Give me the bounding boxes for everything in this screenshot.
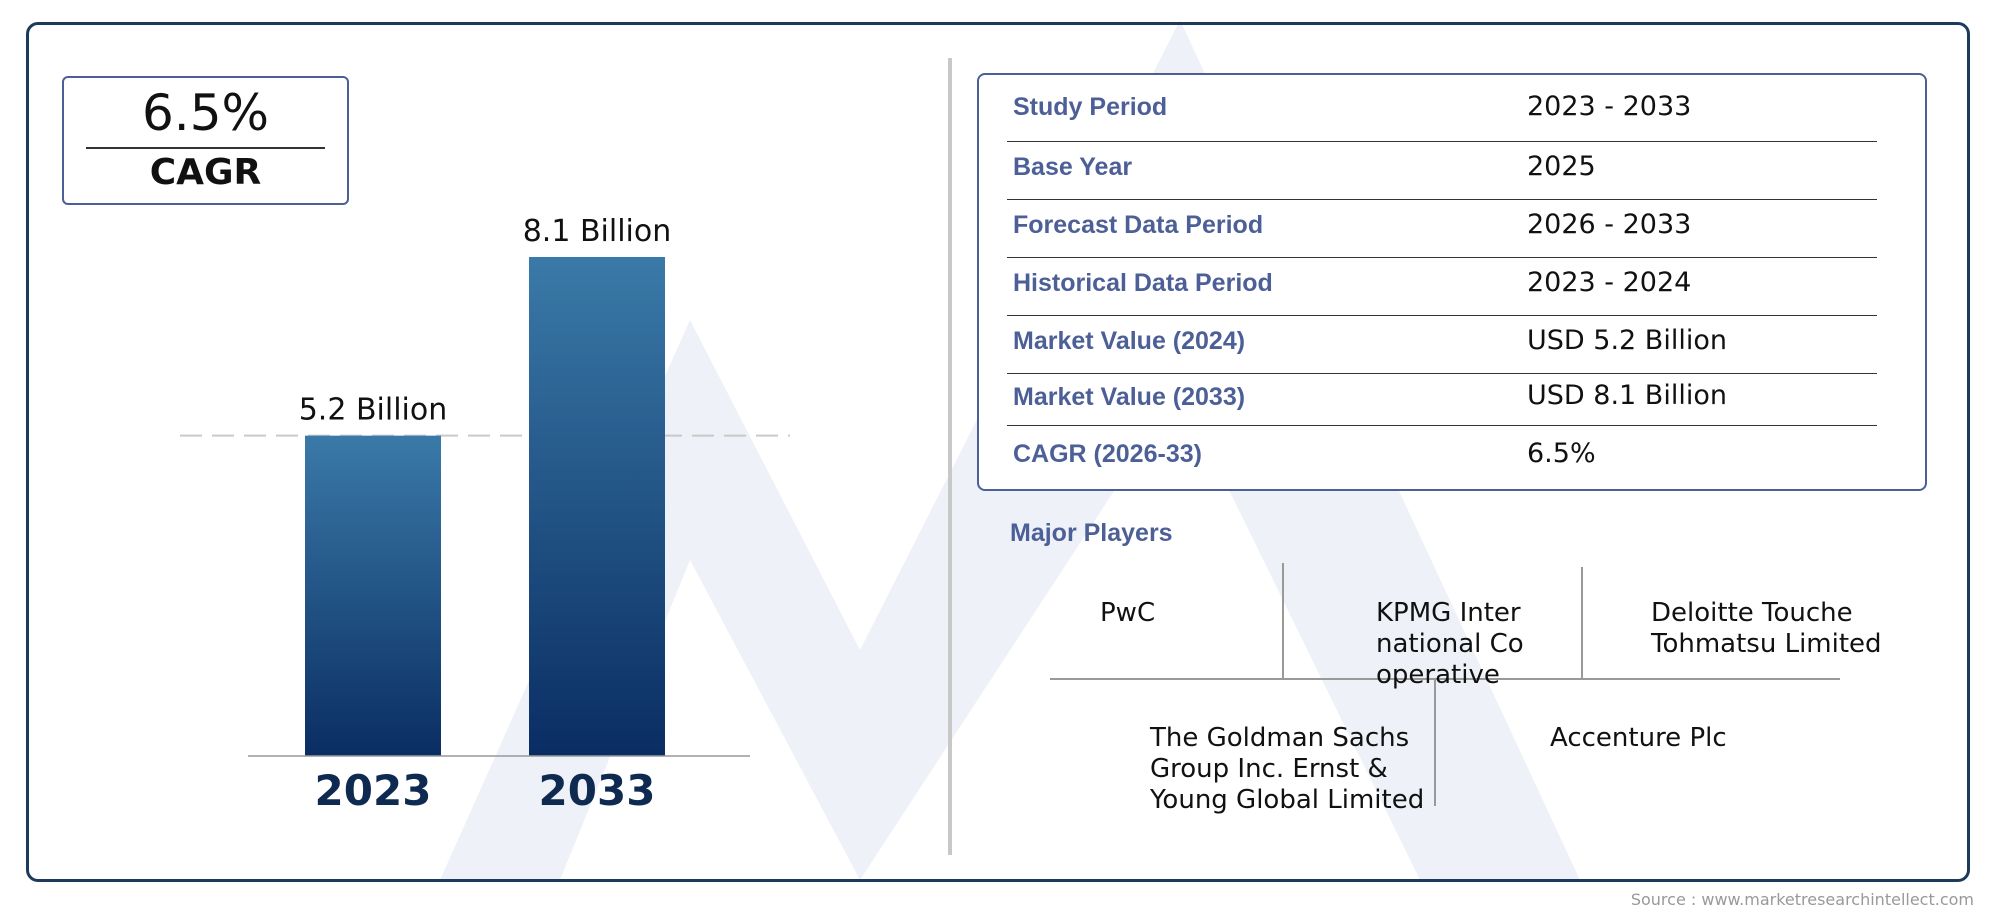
player-divider bbox=[1434, 678, 1436, 806]
table-row: Market Value (2033) USD 8.1 Billion bbox=[1007, 373, 1877, 426]
bar-value-label: 8.1 Billion bbox=[523, 214, 672, 249]
row-label: Study Period bbox=[1013, 93, 1168, 121]
x-tick-label: 2033 bbox=[539, 766, 656, 815]
cagr-value: 6.5% bbox=[141, 84, 270, 142]
table-row: Study Period 2023 - 2033 bbox=[1007, 75, 1877, 142]
vertical-divider bbox=[948, 58, 952, 855]
row-label: Forecast Data Period bbox=[1013, 211, 1264, 239]
table-row: CAGR (2026-33) 6.5% bbox=[1007, 425, 1877, 483]
bar bbox=[305, 435, 441, 756]
cagr-box: 6.5% CAGR bbox=[62, 76, 349, 205]
table-row: Forecast Data Period 2026 - 2033 bbox=[1007, 199, 1877, 258]
row-value: USD 5.2 Billion bbox=[1527, 325, 1727, 356]
player-name: Deloitte Touche Tohmatsu Limited bbox=[1651, 598, 1882, 659]
source-note: Source : www.marketresearchintellect.com bbox=[1630, 890, 1974, 909]
bar-value-label: 5.2 Billion bbox=[299, 393, 448, 428]
x-tick-label: 2023 bbox=[315, 766, 432, 815]
player-name: KPMG International Cooperative bbox=[1376, 598, 1524, 690]
table-row: Historical Data Period 2023 - 2024 bbox=[1007, 257, 1877, 316]
infographic-frame bbox=[26, 22, 1970, 882]
row-value: 2026 - 2033 bbox=[1527, 209, 1692, 240]
table-row: Market Value (2024) USD 5.2 Billion bbox=[1007, 315, 1877, 374]
player-name: The Goldman Sachs Group Inc. Ernst & You… bbox=[1150, 723, 1425, 815]
row-label: CAGR (2026-33) bbox=[1013, 440, 1202, 468]
player-divider bbox=[1282, 563, 1284, 678]
row-value: 6.5% bbox=[1527, 438, 1596, 469]
row-label: Market Value (2033) bbox=[1013, 383, 1246, 411]
players-title: Major Players bbox=[1010, 519, 1173, 547]
row-value: USD 8.1 Billion bbox=[1527, 380, 1727, 411]
player-divider bbox=[1581, 567, 1583, 678]
player-divider bbox=[1050, 678, 1840, 680]
cagr-label: CAGR bbox=[149, 152, 262, 193]
cagr-divider bbox=[86, 147, 325, 149]
row-label: Base Year bbox=[1013, 153, 1133, 181]
bar-chart: 5.2 Billion 2023 8.1 Billion 2033 bbox=[180, 214, 790, 815]
row-value: 2025 bbox=[1527, 151, 1596, 182]
row-label: Historical Data Period bbox=[1013, 269, 1273, 297]
row-value: 2023 - 2024 bbox=[1527, 267, 1692, 298]
player-name: Accenture Plc bbox=[1550, 723, 1727, 753]
player-name: PwC bbox=[1100, 598, 1156, 628]
summary-table: Study Period 2023 - 2033 Base Year 2025 … bbox=[977, 73, 1927, 491]
row-value: 2023 - 2033 bbox=[1527, 91, 1692, 122]
row-label: Market Value (2024) bbox=[1013, 327, 1246, 355]
bar bbox=[529, 257, 665, 756]
table-row: Base Year 2025 bbox=[1007, 141, 1877, 200]
